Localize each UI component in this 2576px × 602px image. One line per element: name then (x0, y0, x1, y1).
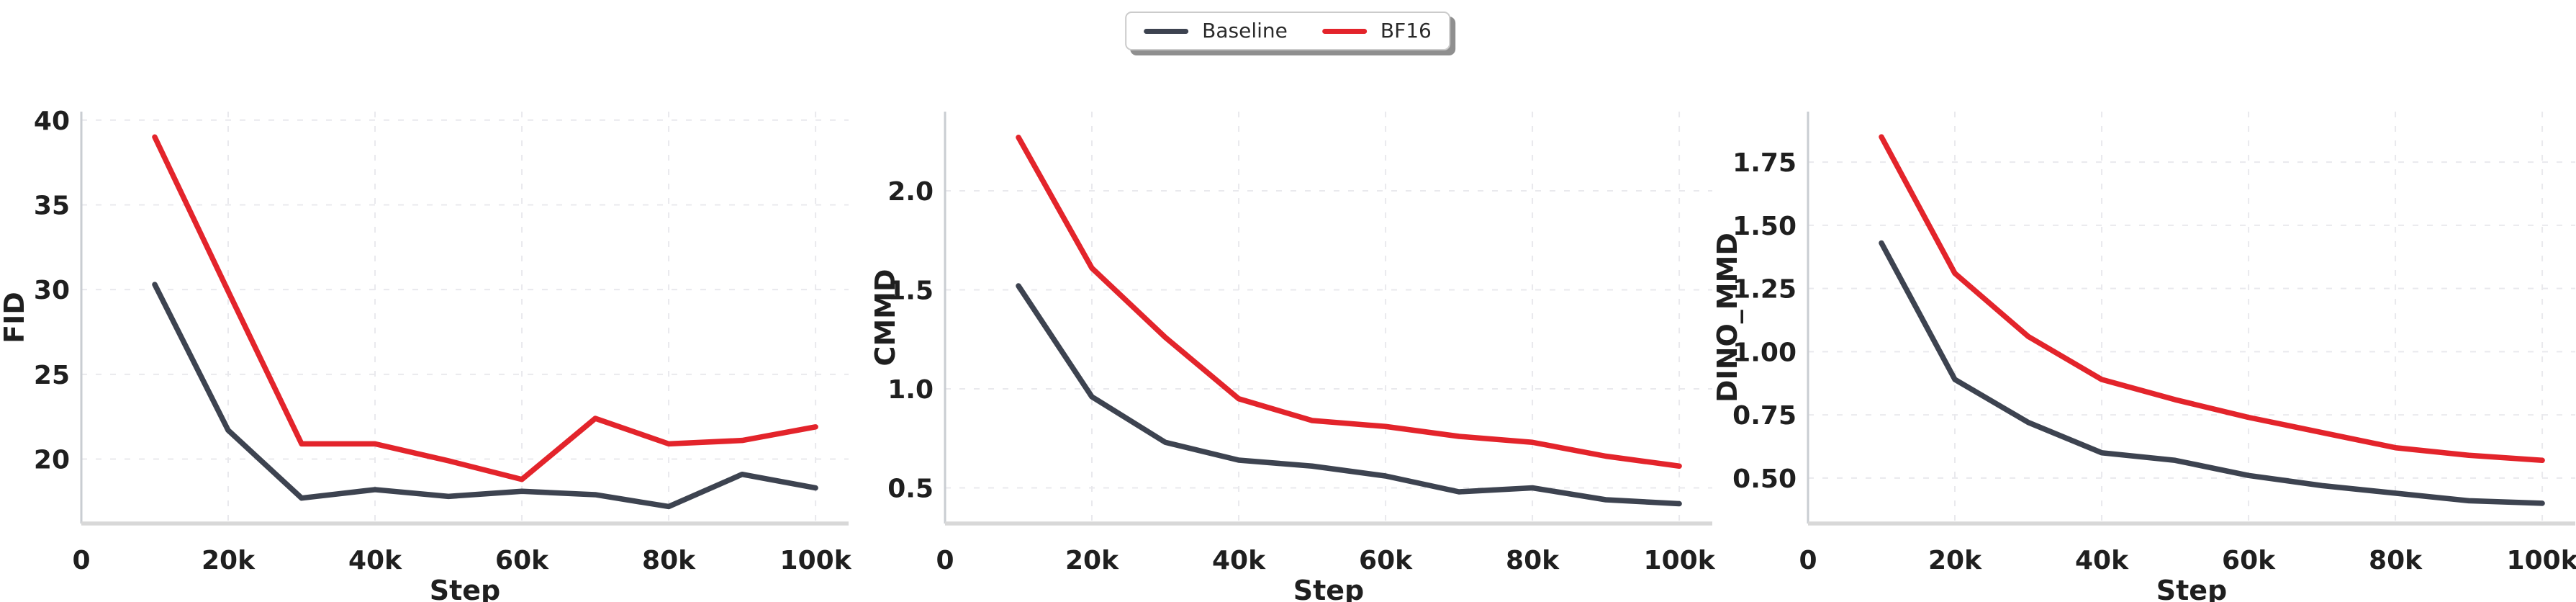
y-tick-label: 20 (34, 446, 70, 475)
legend: Baseline BF16 (1125, 12, 1450, 50)
y-tick-label: 1.0 (887, 375, 934, 405)
x-tick-label: 60k (495, 546, 549, 575)
series-line-bf16 (1016, 135, 1682, 469)
x-tick-label: 80k (1506, 546, 1560, 575)
x-tick-label: 80k (642, 546, 696, 575)
y-tick-label: 0.75 (1732, 401, 1797, 431)
y-tick-label: 1.25 (1732, 275, 1797, 305)
chart-dino_mmd: 0.50 0.75 1.00 1.25 1.50 1.75 0 20k 40k 60k 80k 100… (1712, 112, 2576, 602)
y-axis-title: DINO_MMD (1712, 233, 1743, 403)
x-tick-label: 20k (1065, 546, 1119, 575)
y-tick-label: 1.75 (1732, 148, 1797, 178)
x-tick-label: 80k (2369, 546, 2423, 575)
series-line-bf16 (152, 134, 818, 482)
x-axis-title: Step (1293, 575, 1365, 602)
chart-fid: 20 25 30 35 40 0 20k 40k 60k 80k 100k Step FID (0, 107, 852, 602)
y-tick-label: 25 (34, 361, 70, 390)
x-tick-label: 40k (1212, 546, 1266, 575)
series-line-baseline (1016, 283, 1682, 507)
x-tick-label: 0 (1799, 546, 1817, 575)
y-tick-label: 1.50 (1732, 212, 1797, 241)
y-tick-label: 30 (34, 276, 70, 305)
y-tick-label: 0.50 (1732, 464, 1797, 494)
legend-item-baseline: Baseline (1144, 21, 1288, 41)
legend-line-swatch-baseline (1144, 28, 1189, 34)
y-tick-label: 40 (34, 107, 70, 136)
y-tick-label: 1.00 (1732, 338, 1797, 367)
legend-label-baseline: Baseline (1202, 19, 1288, 42)
x-tick-label: 20k (202, 546, 256, 575)
y-tick-label: 2.0 (887, 177, 934, 207)
x-axis-title: Step (430, 575, 501, 602)
x-tick-label: 100k (2507, 546, 2576, 575)
x-tick-label: 0 (72, 546, 90, 575)
legend-label-bf16: BF16 (1380, 19, 1432, 42)
x-tick-label: 40k (2075, 546, 2129, 575)
x-tick-label: 100k (780, 546, 852, 575)
x-tick-label: 60k (2222, 546, 2276, 575)
y-axis-title: CMMD (869, 269, 901, 366)
y-axis-title: FID (0, 292, 30, 343)
x-tick-label: 60k (1359, 546, 1413, 575)
x-axis-title: Step (2156, 575, 2228, 602)
series-line-bf16 (1879, 134, 2545, 464)
x-tick-label: 40k (348, 546, 402, 575)
x-tick-label: 0 (936, 546, 954, 575)
y-tick-label: 1.5 (887, 277, 934, 306)
series-line-baseline (152, 282, 818, 510)
series-line-baseline (1879, 240, 2545, 506)
x-tick-label: 100k (1644, 546, 1716, 575)
y-tick-label: 0.5 (887, 475, 934, 504)
legend-item-bf16: BF16 (1321, 19, 1432, 42)
legend-line-swatch-bf16 (1321, 28, 1367, 34)
y-tick-label: 35 (34, 191, 70, 220)
x-tick-label: 20k (1928, 546, 1982, 575)
chart-cmmd: 0.5 1.0 1.5 2.0 0 20k 40k 60k 80k 100k Step CMMD (869, 112, 1716, 602)
